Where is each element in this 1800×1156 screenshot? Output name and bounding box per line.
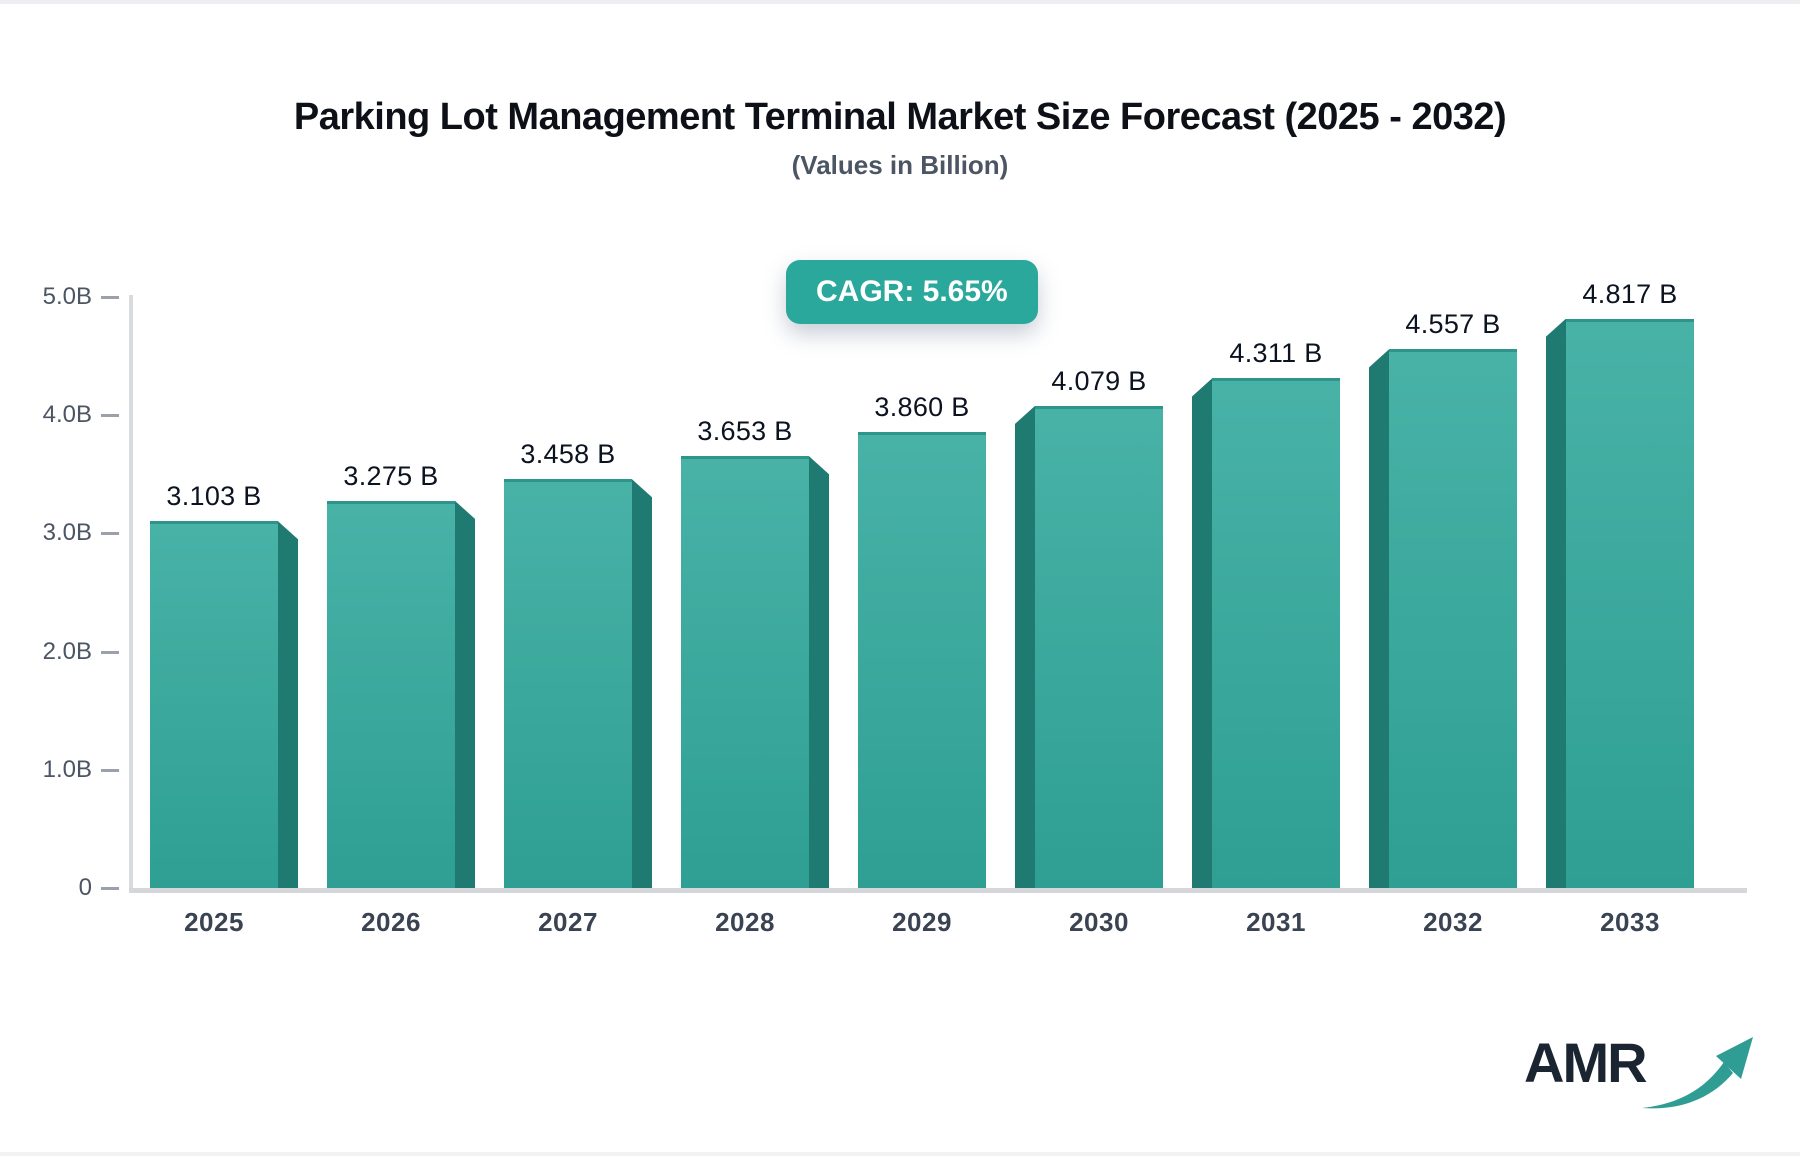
y-axis-line [129, 295, 133, 888]
brand-logo-text: AMR [1524, 1031, 1648, 1094]
bar-2025 [150, 521, 278, 888]
bar-side-face [455, 500, 475, 888]
bar-value-label: 3.860 B [874, 391, 970, 422]
bar-value-label: 4.557 B [1405, 309, 1501, 340]
x-axis-label: 2033 [1600, 907, 1660, 937]
y-tick-dash [101, 887, 119, 890]
bar-2026 [327, 500, 455, 888]
x-axis-label: 2028 [715, 907, 775, 937]
x-axis-label: 2032 [1423, 907, 1483, 937]
y-tick-dash [101, 768, 119, 772]
y-axis-tick-label: 4.0B [42, 401, 92, 429]
chart-title: Parking Lot Management Terminal Market S… [293, 96, 1507, 138]
y-axis-tick-label: 0 [78, 874, 92, 901]
bar-side-face [1546, 318, 1566, 888]
cagr-badge: CAGR: 5.65% [786, 260, 1038, 324]
bar-2033 [1566, 318, 1694, 888]
bar-side-face [1369, 349, 1389, 888]
x-axis-label: 2030 [1069, 907, 1129, 937]
bar-value-label: 3.653 B [697, 416, 793, 447]
bar-2027 [504, 479, 632, 888]
brand-logo: AMR [1524, 1030, 1758, 1114]
bar-2029 [858, 431, 986, 888]
y-axis-tick-label: 3.0B [42, 519, 92, 547]
chart-subtitle: (Values in Billion) [791, 150, 1009, 180]
bar-value-label: 3.458 B [520, 439, 616, 470]
bar-side-face [278, 521, 298, 888]
y-tick-dash [101, 296, 119, 299]
bar-side-face [1015, 405, 1035, 888]
x-axis-label: 2027 [538, 907, 598, 937]
bar-2030 [1035, 405, 1163, 888]
growth-arrow-icon [1641, 1037, 1753, 1109]
x-axis-label: 2029 [892, 907, 952, 937]
y-axis-tick-label: 5.0B [42, 283, 92, 310]
y-axis-tick-label: 1.0B [42, 755, 92, 783]
bar-value-label: 3.275 B [343, 460, 439, 491]
bar-2028 [681, 456, 809, 888]
y-tick-dash [101, 532, 119, 536]
y-tick-dash [101, 414, 119, 418]
bar-value-label: 4.311 B [1229, 338, 1323, 369]
x-axis-label: 2026 [361, 907, 421, 937]
bar-value-label: 4.079 B [1051, 365, 1147, 396]
bar-side-face [1192, 378, 1212, 888]
bar-side-face [809, 456, 829, 888]
bar-2032 [1389, 349, 1517, 888]
bar-value-label: 4.817 B [1582, 278, 1678, 309]
x-axis-label: 2025 [184, 907, 244, 937]
x-axis-line [129, 888, 1747, 893]
bar-value-label: 3.103 B [166, 481, 262, 512]
bar-side-face [632, 479, 652, 888]
y-tick-dash [101, 650, 119, 654]
x-axis-label: 2031 [1246, 907, 1306, 937]
bar-2031 [1212, 378, 1340, 888]
y-axis-tick-label: 2.0B [42, 637, 92, 665]
